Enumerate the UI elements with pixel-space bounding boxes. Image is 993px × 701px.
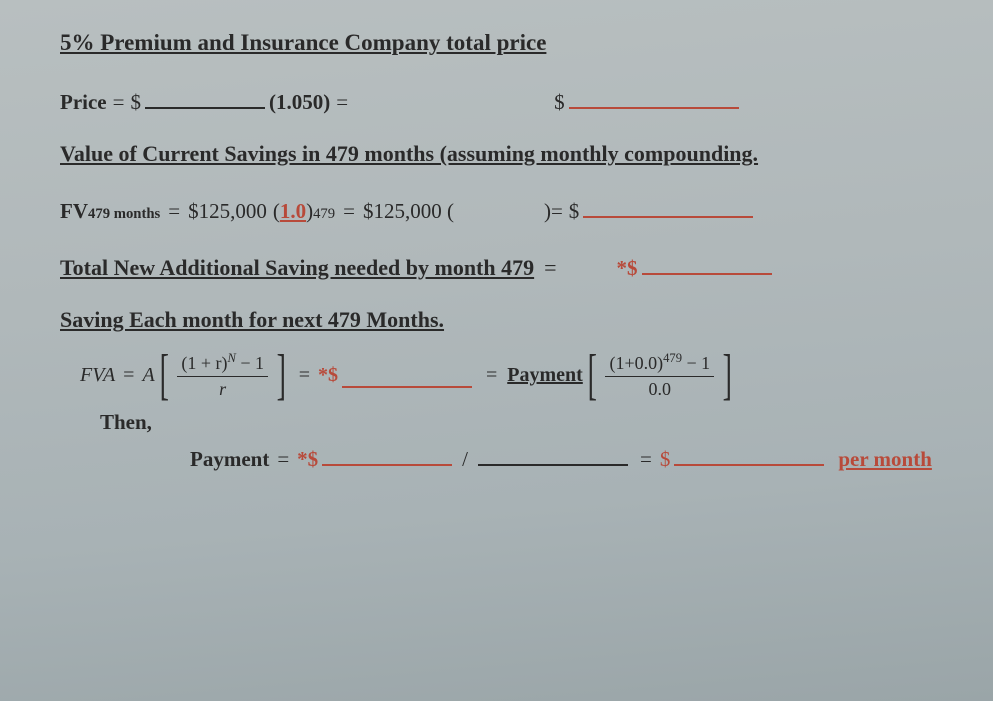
fraction-2: (1+0.0)479 − 1 0.0	[605, 351, 714, 400]
fva-A: A	[142, 364, 154, 387]
fv-result-blank[interactable]	[583, 193, 753, 218]
bracket-l-2: [	[587, 353, 596, 398]
payment-blank3[interactable]	[674, 441, 824, 466]
title-heading: 5% Premium and Insurance Company total p…	[60, 30, 933, 56]
heading3-star-dollar: *$	[617, 256, 638, 281]
bracket-l-1: [	[159, 353, 168, 398]
payment-blank1[interactable]	[322, 441, 452, 466]
bracket-r-2: ]	[723, 353, 732, 398]
fraction-1: (1 + r)N − 1 r	[177, 351, 268, 400]
fv-sub: 479 months	[88, 206, 160, 223]
fv-close2: )=	[544, 199, 563, 224]
num2-minus: − 1	[682, 353, 710, 373]
price-line: Price = $ (1.050) = $	[60, 84, 933, 115]
fva-eq3: =	[486, 364, 497, 387]
fv-label: FV	[60, 199, 88, 224]
fv-close: )	[306, 199, 313, 224]
fva-eq2: =	[299, 364, 310, 387]
payment-dollar: $	[660, 447, 671, 472]
payment-label: Payment	[190, 447, 269, 472]
fv-exp: 479	[313, 206, 335, 223]
num1-exp: N	[227, 351, 235, 365]
price-result-blank[interactable]	[569, 84, 739, 109]
fv-open: (	[273, 199, 280, 224]
fv-eq: =	[168, 199, 180, 224]
payment-eq2: =	[640, 447, 652, 472]
dollar: $	[130, 90, 141, 115]
num2-base: (1+0.0)	[609, 353, 663, 373]
heading-saving-each: Saving Each month for next 479 Months.	[60, 307, 933, 333]
fv-line: FV 479 months = $125,000 ( 1.0 ) 479 = $…	[60, 193, 933, 224]
payment-blank2[interactable]	[478, 441, 628, 466]
num2: (1+0.0)479 − 1	[605, 351, 714, 377]
fv-base: 1.0	[280, 199, 306, 224]
result-dollar: $	[554, 90, 565, 115]
heading-value-savings: Value of Current Savings in 479 months (…	[60, 141, 933, 167]
factor: (1.050)	[269, 90, 330, 115]
den2: 0.0	[645, 377, 676, 400]
num1-base: (1 + r)	[181, 353, 227, 373]
bracket-r-1: ]	[277, 353, 286, 398]
heading-total-new: Total New Additional Saving needed by mo…	[60, 250, 933, 281]
then-label: Then,	[100, 410, 933, 435]
fva-blank[interactable]	[342, 364, 472, 388]
worksheet-page: 5% Premium and Insurance Company total p…	[0, 0, 993, 502]
heading3-blank[interactable]	[642, 250, 772, 275]
den1: r	[215, 377, 230, 400]
payment-slash: /	[462, 447, 468, 472]
fv-amount: $125,000	[188, 199, 267, 224]
fv-dollar: $	[569, 199, 580, 224]
eq: =	[113, 90, 125, 115]
eq2: =	[336, 90, 348, 115]
fv-eq2: =	[343, 199, 355, 224]
num1-minus: − 1	[236, 353, 264, 373]
per-month: per month	[838, 447, 932, 472]
fva-star-dollar: *$	[318, 364, 338, 387]
price-blank[interactable]	[145, 84, 265, 109]
fv-amount2: $125,000 (	[363, 199, 454, 224]
payment-final-line: Payment = *$ / = $ per month	[190, 441, 933, 472]
payment-eq: =	[277, 447, 289, 472]
fva-eq: =	[123, 364, 134, 387]
num2-exp: 479	[663, 351, 682, 365]
num1: (1 + r)N − 1	[177, 351, 268, 377]
formula-row: FVA = A [ (1 + r)N − 1 r ] = *$ = Paymen…	[80, 351, 933, 400]
heading3-eq: =	[544, 255, 556, 281]
payment-word: Payment	[507, 364, 583, 387]
heading3-text: Total New Additional Saving needed by mo…	[60, 255, 534, 281]
fva-label: FVA	[80, 364, 115, 387]
payment-star-dollar: *$	[297, 447, 318, 472]
price-label: Price	[60, 90, 107, 115]
